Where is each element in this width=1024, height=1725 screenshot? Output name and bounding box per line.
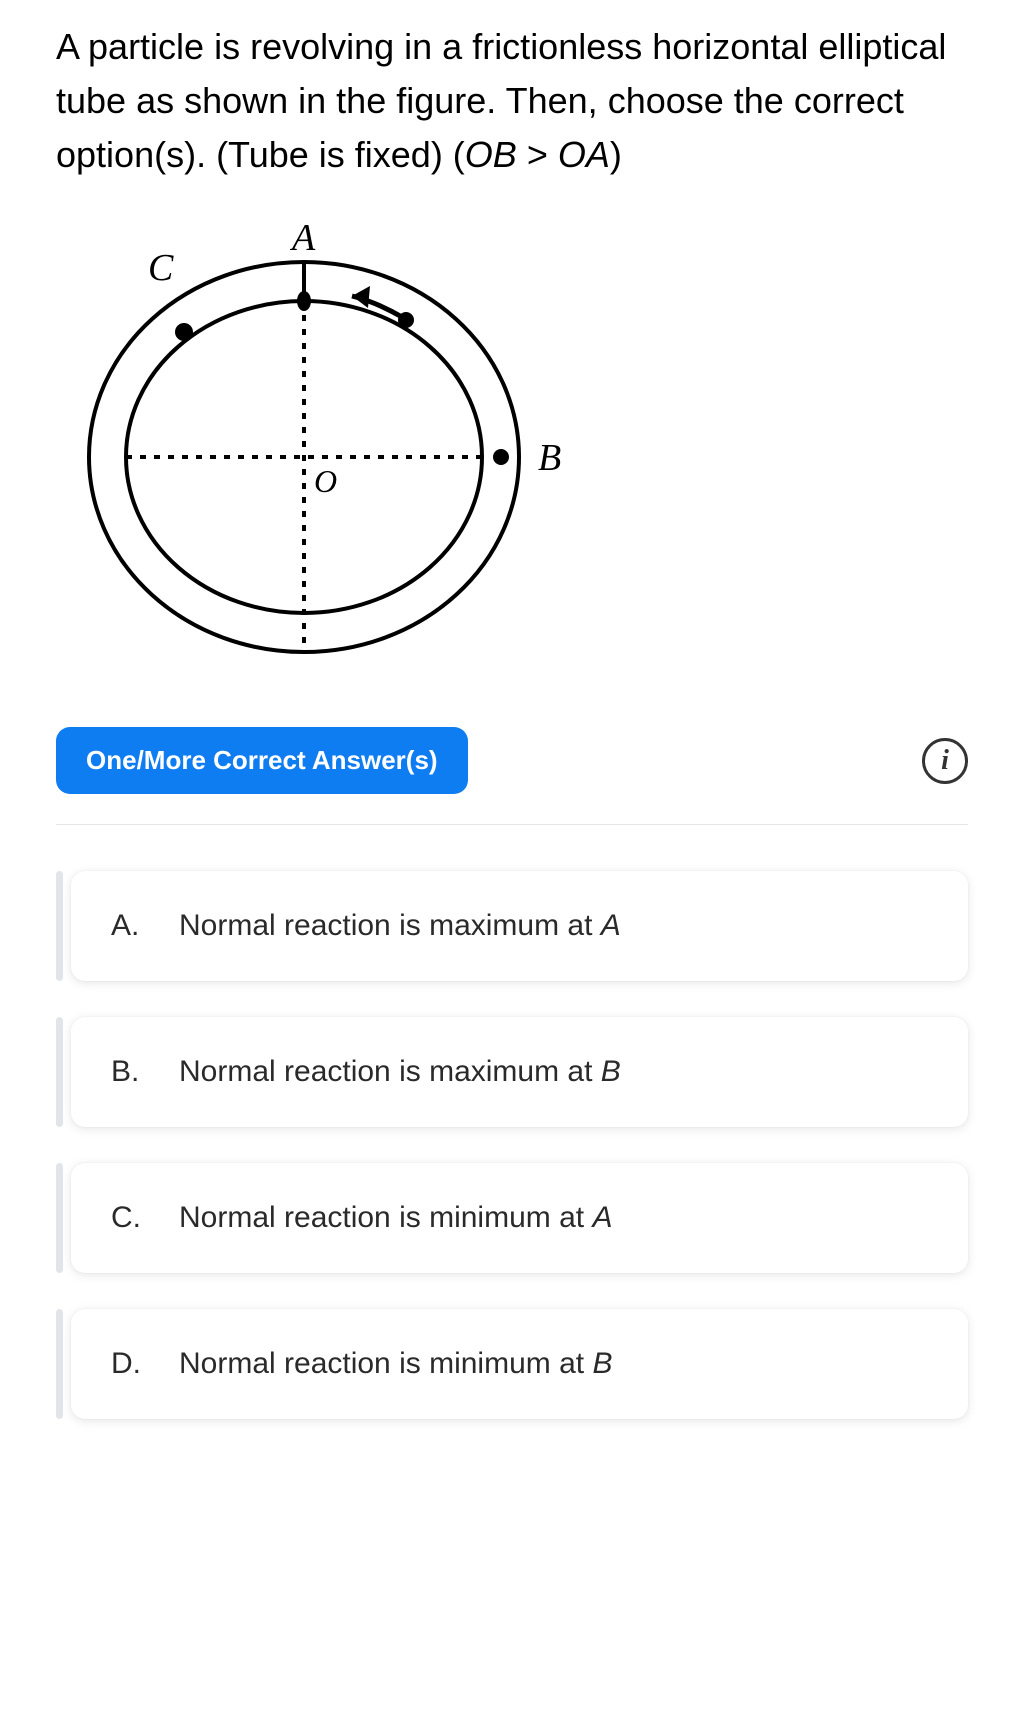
option-letter: A. [111,909,145,943]
option-text: Normal reaction is maximum at B [179,1055,621,1089]
question-text: A particle is revolving in a frictionles… [56,20,968,182]
question-container: A particle is revolving in a frictionles… [0,0,1024,1479]
dot-a [297,291,311,311]
diagram-svg: A C B O [56,202,596,672]
option-b[interactable]: B. Normal reaction is maximum at B [56,1017,968,1127]
option-letter: C. [111,1201,145,1235]
option-card: B. Normal reaction is maximum at B [71,1017,968,1127]
option-bar [56,871,63,981]
option-bar [56,1017,63,1127]
option-card: D. Normal reaction is minimum at B [71,1309,968,1419]
badge-row: One/More Correct Answer(s) i [56,727,968,825]
option-bar [56,1309,63,1419]
var-oa: OA [558,134,610,175]
dot-b [493,449,509,465]
option-c[interactable]: C. Normal reaction is minimum at A [56,1163,968,1273]
label-a: A [289,217,316,259]
options-list: A. Normal reaction is maximum at A B. No… [56,871,968,1419]
close-paren: ) [610,134,622,175]
option-letter: D. [111,1347,145,1381]
option-card: C. Normal reaction is minimum at A [71,1163,968,1273]
answer-type-badge: One/More Correct Answer(s) [56,727,468,794]
info-icon[interactable]: i [922,738,968,784]
label-b: B [538,437,561,479]
var-ob: OB [465,134,517,175]
dot-c [175,323,193,341]
label-o: O [314,463,337,499]
option-text: Normal reaction is minimum at B [179,1347,612,1381]
option-bar [56,1163,63,1273]
label-c: C [148,247,174,289]
gt: > [517,134,558,175]
arrow-head [352,286,370,308]
option-letter: B. [111,1055,145,1089]
option-d[interactable]: D. Normal reaction is minimum at B [56,1309,968,1419]
option-text: Normal reaction is maximum at A [179,909,621,943]
option-a[interactable]: A. Normal reaction is maximum at A [56,871,968,981]
ellipse-diagram: A C B O [56,202,968,677]
option-text: Normal reaction is minimum at A [179,1201,612,1235]
option-card: A. Normal reaction is maximum at A [71,871,968,981]
